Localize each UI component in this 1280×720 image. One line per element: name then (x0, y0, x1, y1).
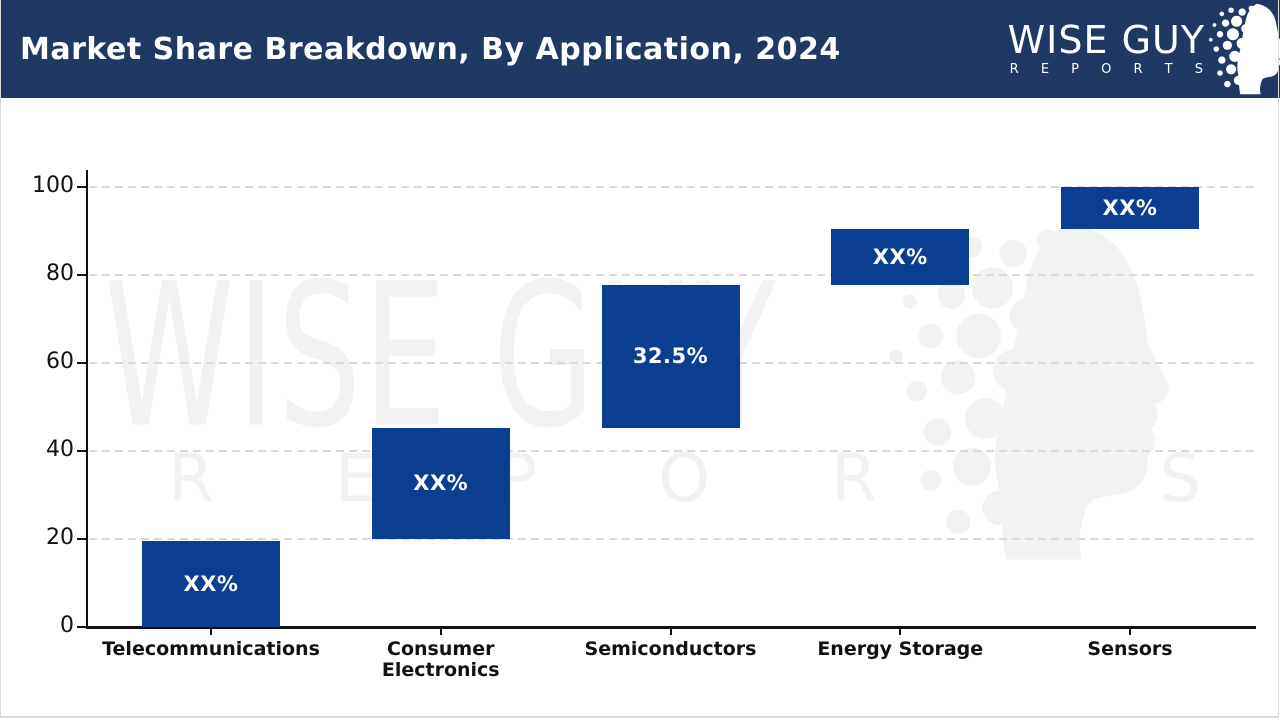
bar-value-label: XX% (1102, 195, 1158, 220)
bar-segment: XX% (831, 228, 970, 285)
y-tick-mark (77, 538, 87, 540)
gridline (89, 450, 1255, 452)
x-tick-label: Semiconductors (584, 638, 757, 660)
y-tick-mark (77, 362, 87, 364)
page-title: Market Share Breakdown, By Application, … (20, 31, 841, 67)
y-tick-mark (77, 274, 87, 276)
brand-subname: R E P O R T S (1009, 61, 1212, 77)
brand-name: WISE GUY (1007, 18, 1206, 63)
x-axis-line (86, 626, 1256, 629)
y-axis-line (86, 170, 88, 628)
bar-segment: XX% (371, 427, 510, 539)
y-tick-mark (77, 626, 87, 628)
bar-segment: XX% (142, 541, 280, 627)
bar-value-label: 32.5% (632, 344, 709, 369)
y-tick-label: 80 (46, 261, 74, 286)
y-tick-label: 40 (46, 437, 74, 462)
y-tick-mark (77, 186, 87, 188)
bar-segment: 32.5% (601, 284, 740, 428)
y-tick-label: 20 (46, 525, 74, 550)
x-tick-label: Energy Storage (817, 638, 984, 660)
x-tick-mark (899, 629, 902, 635)
x-tick-label: Consumer Electronics (381, 638, 500, 681)
x-tick-mark (439, 629, 442, 635)
y-tick-label: 100 (32, 173, 74, 198)
gridline (89, 538, 1255, 540)
y-tick-label: 60 (46, 349, 74, 374)
y-tick-mark (77, 450, 87, 452)
watermark-head-profile-dots-icon (889, 222, 1169, 560)
bar-value-label: XX% (183, 572, 239, 597)
brand-logo-text: WISE GUY R E P O R T S (1001, 18, 1212, 77)
x-tick-label: Telecommunications (102, 638, 320, 660)
bar-value-label: XX% (872, 244, 928, 269)
bar-segment: XX% (1061, 187, 1199, 229)
gridline (89, 186, 1255, 188)
y-tick-label: 0 (60, 613, 74, 638)
x-tick-mark (210, 629, 212, 635)
header-bar: Market Share Breakdown, By Application, … (0, 0, 1280, 98)
x-tick-label: Sensors (1087, 638, 1173, 660)
x-tick-mark (1129, 629, 1131, 635)
brand-logo: WISE GUY R E P O R T S (1001, 0, 1280, 98)
bar-value-label: XX% (413, 471, 469, 496)
x-tick-mark (669, 629, 672, 635)
head-profile-dots-icon (1208, 3, 1280, 95)
gridline (89, 274, 1255, 276)
